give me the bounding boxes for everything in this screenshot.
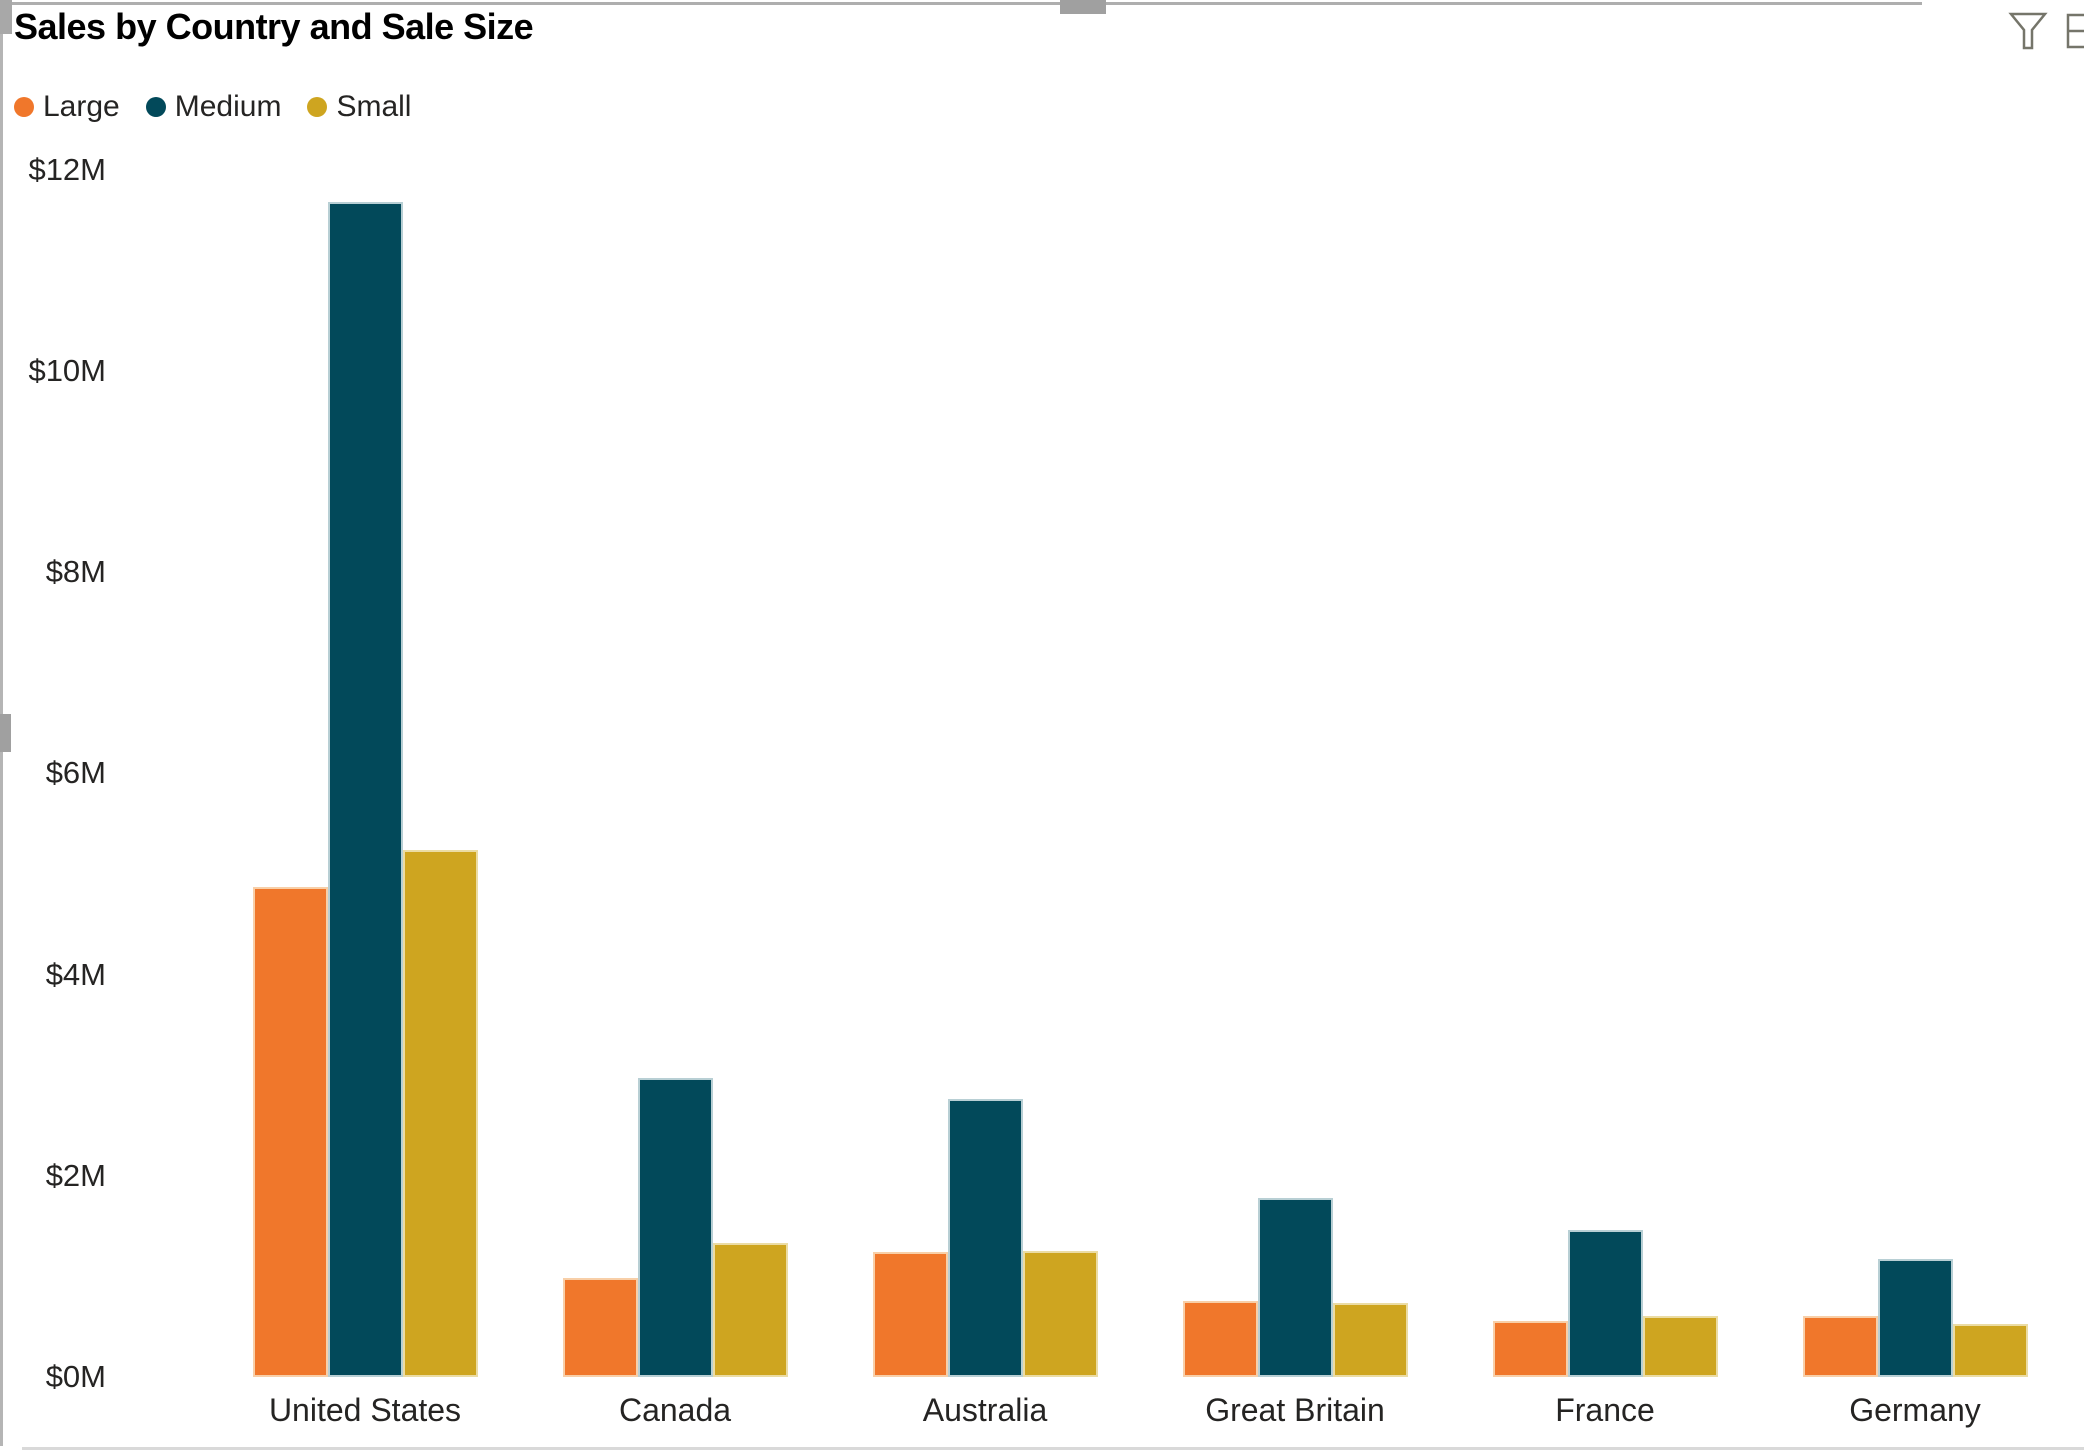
bar-small-australia[interactable] [1022, 1251, 1098, 1377]
chart-legend: Large Medium Small [14, 90, 411, 124]
legend-dot-large [14, 97, 34, 117]
x-label-france: France [1555, 1392, 1655, 1428]
x-label-australia: Australia [922, 1392, 1048, 1428]
legend-item-small[interactable]: Small [307, 90, 411, 124]
bar-large-australia[interactable] [872, 1252, 948, 1377]
legend-dot-small [307, 97, 328, 117]
legend-label: Medium [174, 90, 282, 123]
bar-medium-australia[interactable] [947, 1099, 1023, 1377]
y-tick--4m: $4M [45, 956, 106, 992]
bar-medium-france[interactable] [1567, 1230, 1643, 1377]
legend-item-large[interactable]: Large [14, 90, 120, 124]
bar-small-france[interactable] [1642, 1315, 1718, 1377]
bar-small-great-britain[interactable] [1332, 1302, 1408, 1377]
x-label-germany: Germany [1849, 1392, 1981, 1428]
filter-icon[interactable] [2008, 10, 2048, 52]
visual-border-bottom [22, 1447, 2084, 1450]
y-tick--8m: $8M [45, 554, 106, 590]
clipped-options-icon[interactable] [2062, 10, 2084, 52]
resize-handle-top-center[interactable] [1060, 0, 1106, 14]
bar-large-france[interactable] [1492, 1320, 1568, 1377]
bar-large-united-states[interactable] [252, 887, 328, 1377]
x-label-canada: Canada [618, 1392, 732, 1428]
bar-large-great-britain[interactable] [1182, 1300, 1258, 1377]
bar-medium-canada[interactable] [637, 1078, 713, 1377]
resize-handle-left-middle[interactable] [0, 714, 11, 752]
y-tick--12m: $12M [28, 151, 106, 187]
bar-large-canada[interactable] [562, 1278, 638, 1377]
x-label-great-britain: Great Britain [1205, 1392, 1385, 1428]
legend-label: Small [336, 90, 412, 123]
bar-medium-germany[interactable] [1877, 1259, 1953, 1377]
y-tick--6m: $6M [45, 755, 106, 791]
y-tick--0m: $0M [45, 1359, 106, 1394]
bar-small-canada[interactable] [712, 1243, 788, 1377]
chart-title: Sales by Country and Sale Size [14, 6, 534, 47]
bar-small-germany[interactable] [1952, 1323, 2028, 1377]
bar-large-germany[interactable] [1802, 1315, 1878, 1377]
bar-medium-great-britain[interactable] [1257, 1197, 1333, 1377]
legend-label: Large [43, 90, 120, 123]
bar-small-united-states[interactable] [402, 849, 478, 1377]
x-label-united-states: United States [268, 1392, 462, 1428]
legend-dot-medium [145, 97, 166, 117]
bar-medium-united-states[interactable] [327, 201, 403, 1377]
resize-handle-top-left[interactable] [0, 0, 12, 34]
legend-item-medium[interactable]: Medium [145, 90, 282, 124]
y-tick--2m: $2M [45, 1157, 106, 1193]
y-tick--10m: $10M [28, 353, 106, 388]
visual-border-top [12, 2, 1922, 5]
